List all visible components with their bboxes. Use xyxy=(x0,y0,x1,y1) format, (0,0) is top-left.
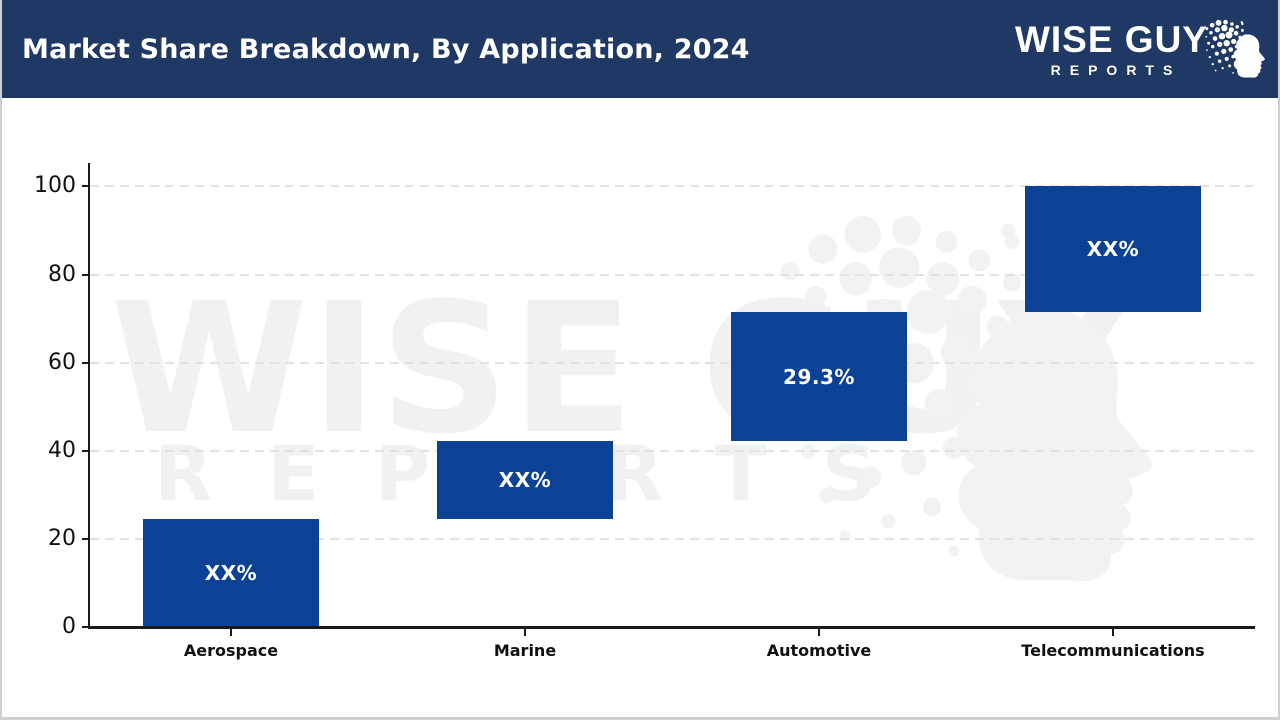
bar-telecommunications: XX% xyxy=(1025,186,1201,312)
bar-marine: XX% xyxy=(437,441,613,520)
y-axis-tick xyxy=(82,449,90,452)
header: Market Share Breakdown, By Application, … xyxy=(2,0,1278,98)
x-tick-label: Aerospace xyxy=(183,641,279,660)
gridline xyxy=(90,273,1255,276)
y-axis-tick xyxy=(82,273,90,276)
y-tick-label: 100 xyxy=(34,173,76,199)
gridline xyxy=(90,449,1255,452)
wise-guy-reports-logo: WISE GUY REPORTS xyxy=(1015,9,1268,89)
y-axis-tick xyxy=(82,185,90,188)
x-tick-label: Telecommunications xyxy=(1021,641,1205,660)
gridline xyxy=(90,537,1255,540)
watermark: WISE GUY REPORTS xyxy=(2,98,1278,717)
face-dots xyxy=(781,216,1153,582)
x-axis-spine xyxy=(88,626,1255,629)
logo-text: WISE GUY REPORTS xyxy=(1015,21,1208,77)
gridline xyxy=(90,185,1255,188)
face-dots xyxy=(1205,19,1265,78)
logo-wordmark: WISE GUY xyxy=(1014,19,1208,60)
bar-value-label: XX% xyxy=(1086,237,1140,262)
x-tick-label: Automotive xyxy=(766,641,872,660)
y-axis-tick xyxy=(82,361,90,364)
gridline xyxy=(90,361,1255,364)
y-axis-tick xyxy=(82,626,90,628)
x-axis-tick xyxy=(524,627,526,636)
y-axis-tick xyxy=(82,537,90,540)
bar-aerospace: XX% xyxy=(143,519,319,627)
bar-value-label: 29.3% xyxy=(783,364,855,389)
bar-value-label: XX% xyxy=(204,561,258,586)
y-tick-label: 0 xyxy=(62,614,76,639)
x-axis-tick xyxy=(1112,627,1114,636)
y-axis-spine xyxy=(88,163,90,627)
y-tick-label: 80 xyxy=(48,261,76,287)
y-tick-label: 40 xyxy=(48,437,76,463)
x-tick-label: Marine xyxy=(493,641,557,660)
chart-title: Market Share Breakdown, By Application, … xyxy=(22,33,750,65)
bar-value-label: XX% xyxy=(498,468,552,493)
watermark-face-icon xyxy=(781,216,1153,582)
chart: WISE GUY REPORTS 0 20 40 60 80 100 XX% XX% 29.3%… xyxy=(2,98,1278,717)
y-tick-label: 20 xyxy=(48,525,76,551)
bar-automotive: 29.3% xyxy=(731,311,907,442)
x-axis-tick xyxy=(818,627,820,636)
logo-subtitle: REPORTS xyxy=(1050,62,1182,78)
x-axis-tick xyxy=(230,627,232,636)
dotted-face-icon xyxy=(1205,19,1265,78)
y-tick-label: 60 xyxy=(48,349,76,375)
